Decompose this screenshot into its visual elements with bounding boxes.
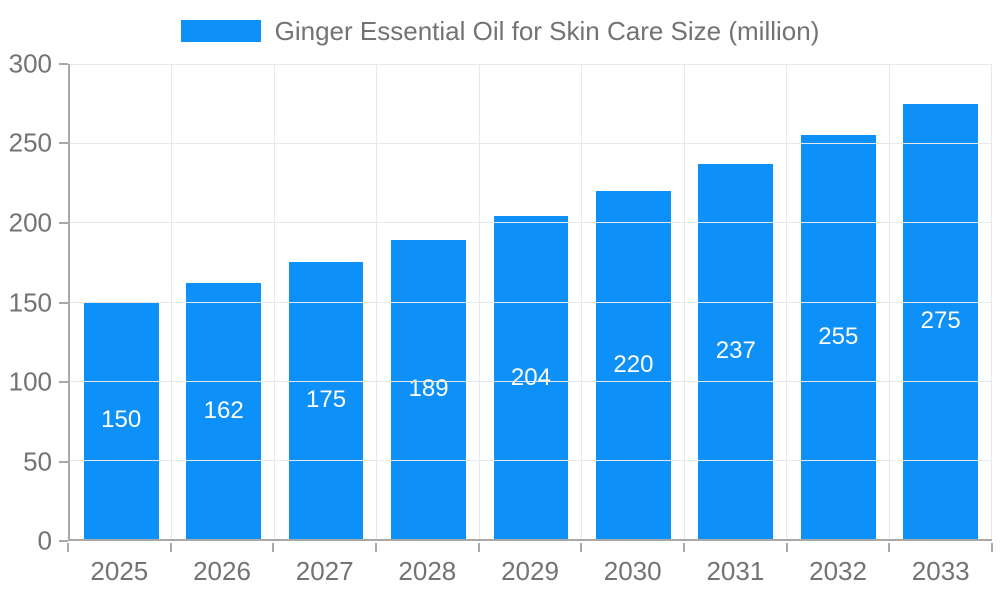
x-axis-tick-mark (67, 543, 69, 552)
bar-value-label: 275 (920, 307, 961, 335)
y-axis-tick-label: 250 (8, 127, 52, 158)
bar[interactable]: 175 (288, 261, 364, 539)
bar[interactable]: 162 (186, 282, 262, 539)
x-axis-labels: 2025 2026 2027 2028 2029 2030 2031 2032 2033 (68, 556, 992, 587)
x-axis-tick-mark (169, 543, 172, 552)
x-axis-tick-label: 2029 (501, 556, 559, 586)
bar[interactable]: 189 (391, 239, 466, 539)
x-axis-tick-label: 2026 (193, 556, 251, 586)
bar-value-label: 220 (613, 350, 654, 378)
x-axis-tick-label: 2030 (603, 556, 662, 586)
bar[interactable]: 204 (493, 216, 569, 539)
category-slot: 275 (890, 64, 992, 539)
gridline-horizontal (70, 459, 992, 461)
x-axis-tick-mark (477, 543, 480, 552)
y-axis-tick-label: 100 (8, 366, 52, 397)
bar-value-label: 255 (818, 323, 859, 351)
x-axis-tick-mark (888, 543, 891, 552)
x-axis-tick-label: 2027 (295, 556, 354, 586)
gridline-vertical (888, 64, 890, 539)
category-slot: 162 (172, 64, 274, 539)
legend[interactable]: Ginger Essential Oil for Skin Care Size … (0, 16, 1000, 46)
gridline-vertical (273, 64, 275, 539)
category-slot: 255 (787, 64, 889, 539)
category-slot: 189 (377, 64, 479, 539)
bar-value-label: 237 (715, 337, 756, 365)
y-axis-tick-mark (59, 221, 68, 224)
gridline-vertical (478, 64, 480, 539)
bar-value-label: 175 (306, 386, 347, 414)
x-axis-tick-mark (272, 543, 275, 552)
gridline-horizontal (70, 301, 992, 303)
y-axis-tick-mark (59, 301, 68, 304)
y-axis-tick-mark (59, 142, 68, 145)
y-axis-tick-mark (59, 540, 68, 542)
y-axis-tick-mark (59, 380, 68, 383)
gridline-vertical (376, 64, 378, 539)
bar-value-label: 150 (101, 406, 142, 434)
y-axis-tick-label: 300 (8, 48, 52, 79)
y-axis-tick-label: 50 (23, 446, 52, 476)
bar[interactable]: 220 (596, 190, 671, 539)
x-axis-tick-mark (785, 543, 788, 552)
bars-row: 150 162 175 189 204 220 237 255 275 (70, 64, 992, 539)
bar-value-label: 204 (510, 363, 551, 391)
gridline-vertical (991, 64, 992, 539)
gridline-vertical (581, 64, 583, 539)
gridline-horizontal (70, 380, 992, 382)
x-axis-tick-label: 2025 (90, 556, 149, 586)
gridline-horizontal (70, 143, 992, 145)
category-slot: 237 (685, 64, 787, 539)
x-axis-tick-label: 2028 (398, 556, 457, 586)
category-slot: 175 (275, 64, 377, 539)
bar-value-label: 162 (203, 396, 244, 424)
bar[interactable]: 237 (698, 163, 774, 539)
category-slot: 204 (480, 64, 582, 539)
x-axis-tick-mark (991, 543, 993, 552)
legend-label: Ginger Essential Oil for Skin Care Size … (274, 16, 820, 46)
y-axis-tick-mark (59, 63, 68, 65)
gridline-vertical (683, 64, 685, 539)
bar[interactable]: 255 (800, 135, 876, 539)
y-axis: 0 50 100 150 200 250 300 (0, 49, 68, 556)
gridline-vertical (171, 64, 173, 539)
category-slot: 220 (582, 64, 684, 539)
category-slot: 150 (70, 64, 172, 539)
x-axis-tick-label: 2031 (706, 556, 765, 586)
bar[interactable]: 275 (903, 103, 979, 539)
y-axis-tick-label: 150 (8, 287, 52, 317)
plot-area: 150 162 175 189 204 220 237 255 275 (68, 64, 992, 541)
x-axis-tick-mark (580, 543, 583, 552)
x-axis-tick-mark (374, 543, 377, 552)
gridline-vertical (786, 64, 788, 539)
x-axis-tick-label: 2033 (911, 556, 970, 586)
y-axis-tick-label: 200 (8, 207, 52, 238)
x-axis-tick-mark (682, 543, 685, 552)
gridline-horizontal (70, 222, 992, 224)
bar-value-label: 189 (408, 375, 449, 403)
x-axis-ticks (67, 543, 993, 552)
legend-swatch-icon (180, 20, 261, 42)
x-axis-tick-label: 2032 (809, 556, 867, 586)
gridline-horizontal (70, 64, 992, 65)
y-axis-tick-label: 0 (37, 525, 52, 556)
y-axis-tick-mark (59, 460, 68, 463)
bar[interactable]: 150 (83, 301, 159, 539)
